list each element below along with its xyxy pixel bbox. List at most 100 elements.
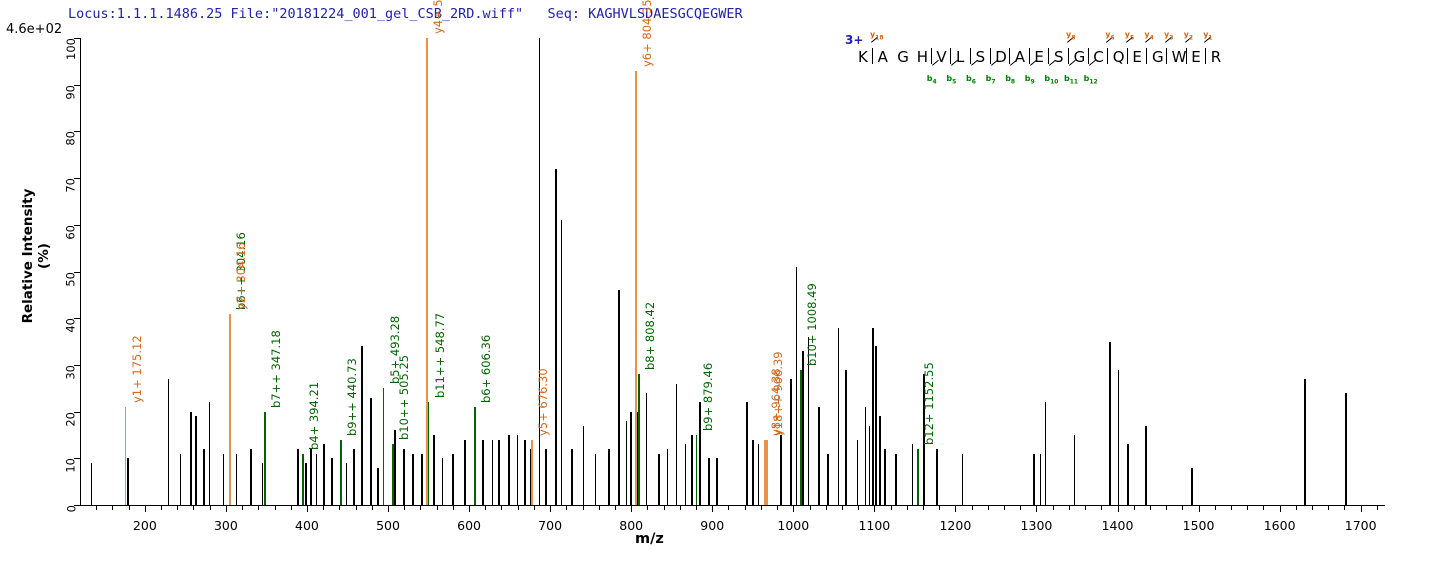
spectrum-peak xyxy=(1191,467,1193,505)
x-axis-tick-minor xyxy=(841,505,843,510)
x-axis-tick-label: 1600 xyxy=(1263,518,1296,533)
x-axis-tick-major xyxy=(225,505,227,512)
y-axis-tick-label: 10 xyxy=(64,458,78,473)
y-axis-tick xyxy=(74,318,80,320)
spectrum-peak xyxy=(370,397,372,505)
spectrum-peak xyxy=(305,462,307,505)
ladder-residue: W xyxy=(1171,48,1187,66)
ladder-residue: E xyxy=(1132,48,1142,66)
peak-label: b12+ 1152.55 xyxy=(921,362,936,445)
y-axis-tick xyxy=(74,271,80,273)
spectrum-peak xyxy=(345,462,348,505)
spectrum-peak xyxy=(684,444,687,505)
spectrum-peak xyxy=(864,406,867,505)
peak-label: y6+ 804.35 xyxy=(639,0,654,67)
spectrum-peak xyxy=(827,453,829,505)
b-ion-cleavage-mark xyxy=(1009,48,1011,64)
x-axis-tick-major xyxy=(631,505,633,512)
spectrum-peak xyxy=(353,448,355,505)
spectrum-peak xyxy=(657,453,660,505)
spectrum-peak xyxy=(361,346,363,505)
spectrum-peak xyxy=(167,378,170,505)
spectrum-peak xyxy=(516,434,519,505)
spectrum-peak xyxy=(1039,453,1042,505)
x-axis-tick-major xyxy=(306,505,308,512)
spectrum-peak xyxy=(331,458,333,505)
x-axis-tick-major xyxy=(1117,505,1119,512)
peak-label: b8+ 808.42 xyxy=(643,302,657,371)
x-axis-tick-minor xyxy=(696,505,698,510)
spectrum-peak xyxy=(1073,434,1076,505)
ladder-residue: S xyxy=(975,48,986,66)
y-ion-label: y1 xyxy=(1203,30,1213,42)
spectrum-peak xyxy=(421,453,423,505)
x-axis-tick-minor xyxy=(404,505,406,510)
x-axis-tick-minor xyxy=(728,505,730,510)
x-axis-tick-label: 300 xyxy=(213,518,238,533)
spectrum-peak xyxy=(594,453,597,505)
peak-label: b4+ 394.21 xyxy=(307,381,322,450)
spectrum-peak xyxy=(868,425,871,505)
x-axis-tick-label: 400 xyxy=(295,518,319,533)
b-ion-cleavage-mark xyxy=(970,48,971,64)
x-axis-tick-minor xyxy=(242,505,244,510)
peak-label: b10++ 505.25 xyxy=(397,355,412,441)
spectrum-peak xyxy=(507,434,510,505)
spectrum-peak xyxy=(708,458,710,505)
spectrum-peak xyxy=(524,439,526,505)
x-axis-tick-minor xyxy=(1020,505,1022,510)
b-ion-label: b7 xyxy=(985,74,996,86)
spectrum-peak xyxy=(856,439,859,505)
spectrum-peak xyxy=(538,38,541,505)
annotated-peak-b-ion xyxy=(382,388,385,505)
y-ion-label: y18 xyxy=(870,30,884,42)
x-axis-tick-minor xyxy=(1133,505,1135,510)
x-axis-tick-major xyxy=(469,505,471,512)
x-axis-tick-major xyxy=(874,505,876,512)
annotated-peak-y-ion xyxy=(530,439,533,505)
spectrum-peak xyxy=(195,416,197,505)
annotated-peak-y-ion xyxy=(766,439,768,505)
b-ion-cleavage-mark xyxy=(1028,48,1030,64)
y-axis-tick-label: 70 xyxy=(64,178,78,193)
spectrum-peak xyxy=(412,453,414,505)
x-axis-tick-minor xyxy=(858,505,860,510)
x-axis-tick-minor xyxy=(290,505,292,510)
spectrum-peak xyxy=(757,444,760,505)
spectrum-peak xyxy=(127,458,129,505)
x-axis-tick-label: 1000 xyxy=(777,518,810,533)
ladder-residue: R xyxy=(1210,48,1222,66)
x-axis-tick-minor xyxy=(777,505,779,510)
annotated-peak-b-ion xyxy=(800,369,802,505)
spectrum-peak xyxy=(222,453,225,505)
y-axis-tick-label: 30 xyxy=(64,364,78,380)
ladder-residue: D xyxy=(995,48,1007,66)
ladder-residue: H xyxy=(916,48,929,66)
b-ion-label: b10 xyxy=(1044,74,1059,86)
x-axis-tick-label: 600 xyxy=(457,518,481,533)
x-axis-tick-label: 1300 xyxy=(1020,518,1053,533)
ladder-residue: G xyxy=(1152,48,1164,66)
spectrum-peak xyxy=(261,462,264,505)
x-axis-tick-minor xyxy=(987,505,989,510)
x-axis-tick-minor xyxy=(760,505,762,510)
annotated-peak-b-ion xyxy=(392,444,395,505)
spectrum-peak xyxy=(235,453,238,505)
spectrum-peak xyxy=(802,350,804,505)
peak-label: b7++ 347.18 xyxy=(269,329,284,408)
spectrum-peak xyxy=(310,448,312,505)
spectrum-peak xyxy=(203,448,205,505)
x-axis-tick-minor xyxy=(614,505,616,510)
spectrum-peak xyxy=(491,439,494,505)
spectrum-peak xyxy=(618,290,620,505)
b-ion-label: b11 xyxy=(1064,74,1079,86)
x-axis-tick-minor xyxy=(566,505,568,510)
spectrum-peak xyxy=(699,402,701,505)
x-axis-tick-minor xyxy=(436,505,438,510)
x-axis-tick-minor xyxy=(744,505,746,510)
x-axis-tick-minor xyxy=(452,505,454,510)
x-axis-tick-minor xyxy=(582,505,584,510)
y-ion-label: y8 xyxy=(1066,30,1076,42)
x-axis-tick-label: 200 xyxy=(132,518,157,533)
